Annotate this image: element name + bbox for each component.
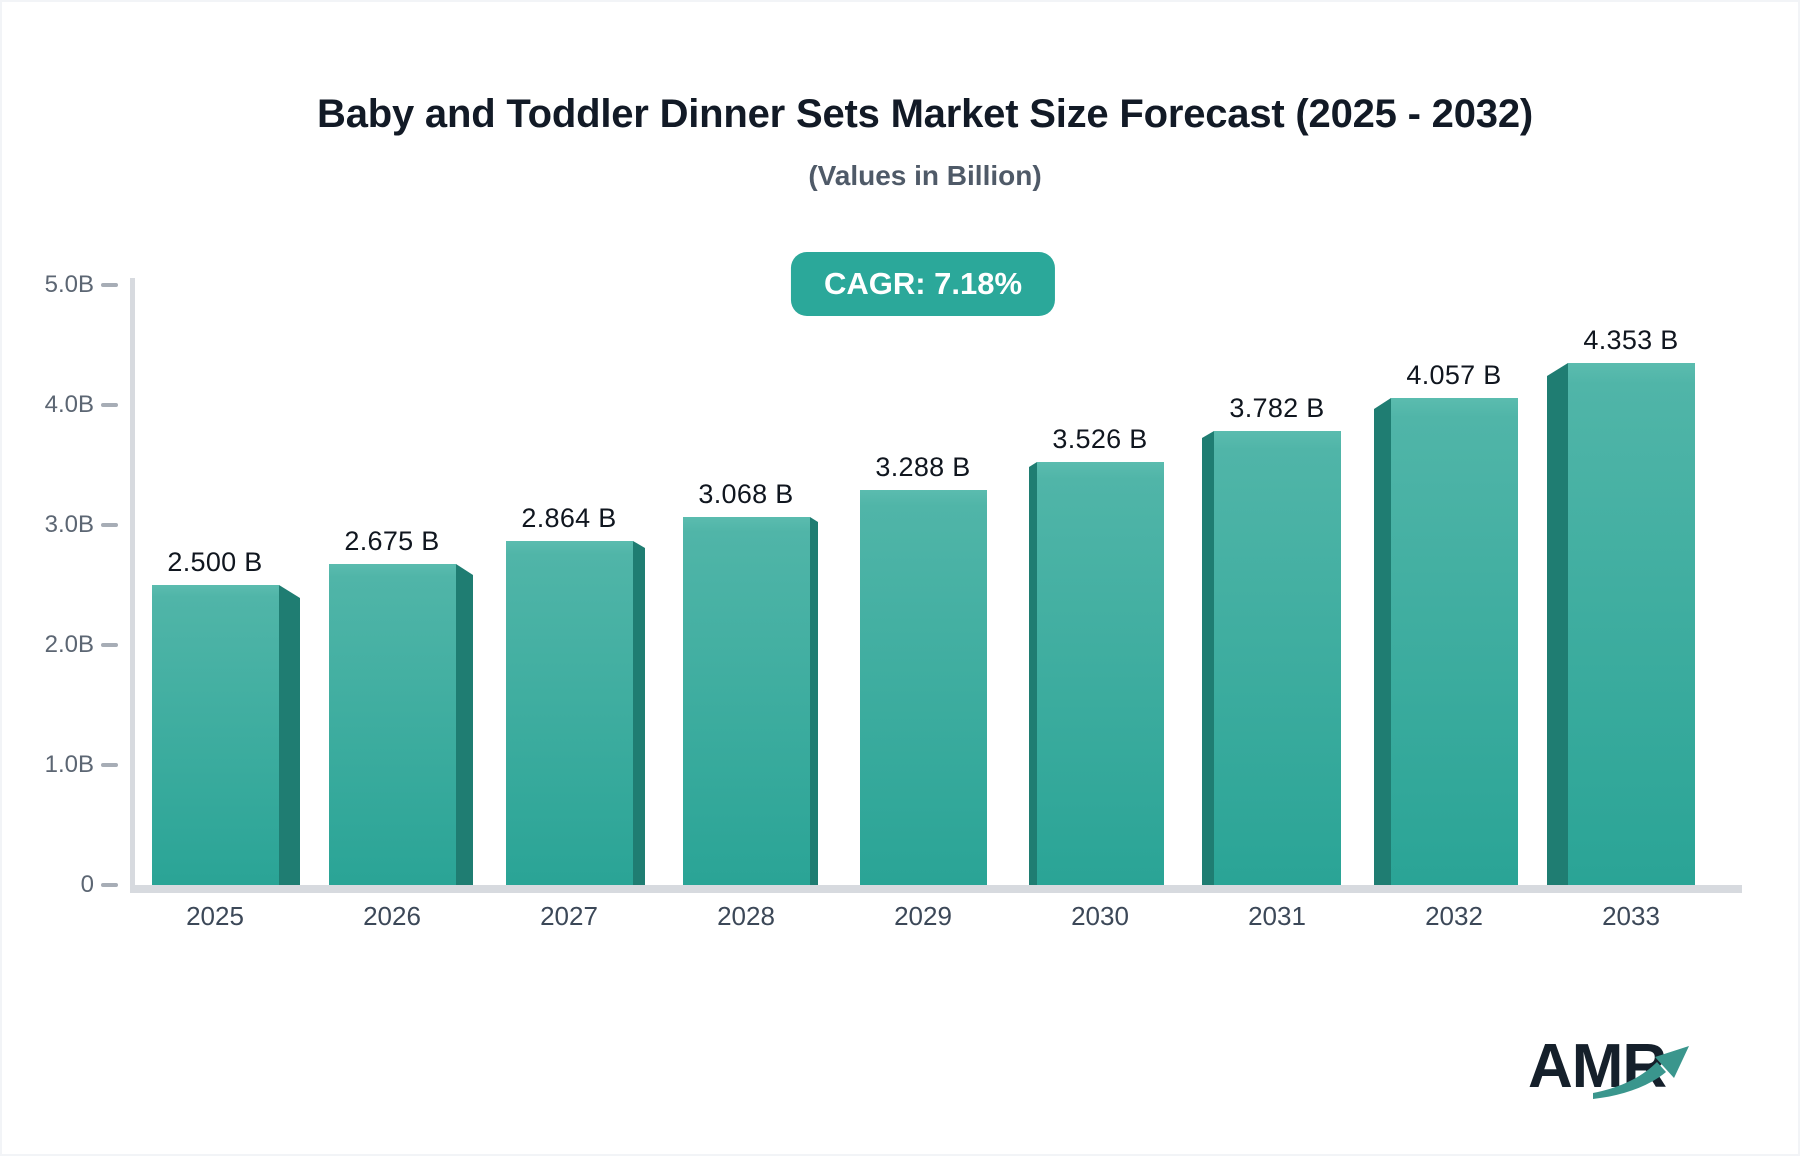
bar-side-face <box>456 564 473 885</box>
bar-value-label: 3.068 B <box>698 479 794 509</box>
y-axis-tick <box>101 643 118 647</box>
bar-side-face <box>1374 398 1391 885</box>
y-axis-label: 5.0B <box>44 271 94 298</box>
y-axis-tick <box>101 283 118 287</box>
y-axis-label: 4.0B <box>44 391 94 418</box>
bar-side-face <box>1547 363 1568 885</box>
bar-2027 <box>506 541 633 885</box>
chart-subtitle: (Values in Billion) <box>808 160 1042 191</box>
bar-side-face <box>1029 462 1037 885</box>
bar-value-label: 3.782 B <box>1229 393 1325 423</box>
y-axis-label: 1.0B <box>44 751 94 778</box>
bar-2026 <box>329 564 456 885</box>
bar-2033 <box>1568 363 1695 885</box>
bar-2031 <box>1214 431 1341 885</box>
bar-side-face <box>279 585 300 885</box>
x-axis-label: 2030 <box>1071 901 1129 931</box>
bar-value-label: 2.500 B <box>167 547 263 577</box>
bar-value-label: 3.526 B <box>1052 424 1148 454</box>
bar-2029 <box>860 490 987 885</box>
amr-logo: AMR <box>1528 1036 1728 1116</box>
y-axis-line <box>130 278 135 891</box>
y-axis-tick <box>101 883 118 887</box>
x-axis-label: 2027 <box>540 901 598 931</box>
bar-value-label: 2.675 B <box>344 526 440 556</box>
bar-side-face <box>810 517 818 885</box>
x-axis-label: 2031 <box>1248 901 1306 931</box>
bar-side-face <box>1202 431 1214 885</box>
bar-value-label: 3.288 B <box>875 452 971 482</box>
x-axis-label: 2026 <box>363 901 421 931</box>
bar-value-label: 2.864 B <box>521 503 617 533</box>
bar-value-label: 4.353 B <box>1583 325 1679 355</box>
cagr-badge: CAGR: 7.18% <box>790 252 1056 316</box>
y-axis-tick <box>101 403 118 407</box>
growth-arrow-icon <box>1593 1046 1689 1099</box>
amr-logo-text: AMR <box>1528 1032 1667 1101</box>
y-axis-tick <box>101 523 118 527</box>
bar-2028 <box>683 517 810 885</box>
bar-2030 <box>1037 462 1164 885</box>
y-axis-label: 3.0B <box>44 511 94 538</box>
bar-side-face <box>633 541 645 885</box>
x-axis-line <box>130 885 1742 893</box>
x-axis-label: 2033 <box>1602 901 1660 931</box>
bar-value-label: 4.057 B <box>1406 360 1502 390</box>
cagr-badge-label: CAGR: 7.18% <box>823 266 1023 301</box>
x-axis-label: 2032 <box>1425 901 1483 931</box>
bar-2032 <box>1391 398 1518 885</box>
y-axis-label: 2.0B <box>44 631 94 658</box>
y-axis-tick <box>101 763 118 767</box>
y-axis-label: 0 <box>80 871 94 898</box>
x-axis-label: 2028 <box>717 901 775 931</box>
x-axis-label: 2025 <box>186 901 244 931</box>
x-axis-label: 2029 <box>894 901 952 931</box>
chart-title: Baby and Toddler Dinner Sets Market Size… <box>317 92 1533 136</box>
bar-2025 <box>152 585 279 885</box>
